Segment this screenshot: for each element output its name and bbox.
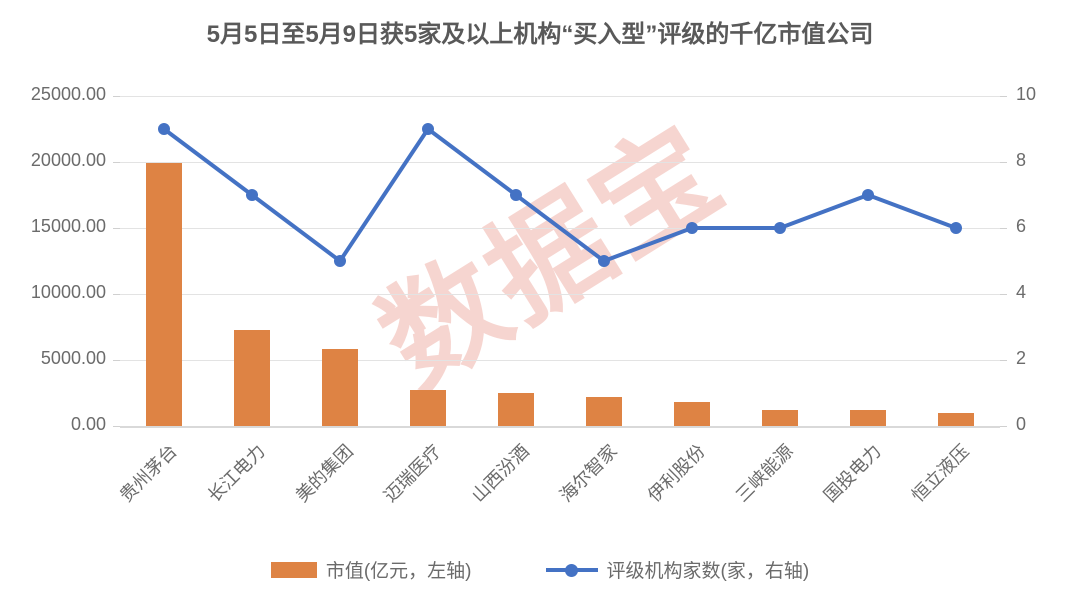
bar-三峡能源[interactable] xyxy=(762,409,798,426)
legend-label-market-cap: 市值(亿元，左轴) xyxy=(325,561,472,582)
gridline xyxy=(120,162,1000,163)
bar-山西汾酒[interactable] xyxy=(498,393,534,426)
line-marker-长江电力[interactable] xyxy=(246,189,258,201)
rating-count-line-series xyxy=(158,123,962,267)
y-axis-left-tick-label: 10000.00 xyxy=(30,282,106,302)
bar-伊利股份[interactable] xyxy=(674,401,710,426)
gridline xyxy=(120,96,1000,97)
y-axis-left-tick-label: 25000.00 xyxy=(30,84,106,104)
line-marker-恒立液压[interactable] xyxy=(950,222,962,234)
y-axis-right-tick-label: 2 xyxy=(1016,348,1027,368)
tick-mark-left xyxy=(113,360,120,361)
bar-长江电力[interactable] xyxy=(234,329,270,426)
tick-mark-left xyxy=(113,228,120,229)
bar-国投电力[interactable] xyxy=(850,409,886,426)
tick-mark-right xyxy=(1000,426,1007,427)
bar-swatch-icon xyxy=(270,561,317,578)
line-marker-伊利股份[interactable] xyxy=(686,222,698,234)
legend-item-rating-count[interactable]: 评级机构家数(家，右轴) xyxy=(545,556,810,583)
y-axis-right-tick-label: 4 xyxy=(1016,282,1027,302)
tick-mark-right xyxy=(1000,294,1007,295)
tick-mark-right xyxy=(1000,360,1007,361)
bar-贵州茅台[interactable] xyxy=(146,163,182,426)
y-axis-left-tick-label: 5000.00 xyxy=(40,348,106,368)
tick-mark-right xyxy=(1000,96,1007,97)
chart-title: 5月5日至5月9日获5家及以上机构“买入型”评级的千亿市值公司 xyxy=(206,21,874,48)
bar-美的集团[interactable] xyxy=(322,349,358,426)
line-marker-国投电力[interactable] xyxy=(862,189,874,201)
y-axis-right-tick-label: 8 xyxy=(1016,150,1027,170)
gridline xyxy=(120,360,1000,361)
axis-zero-line xyxy=(120,426,1000,428)
chart-legend: 市值(亿元，左轴) 评级机构家数(家，右轴) xyxy=(0,556,1080,583)
line-swatch-icon xyxy=(545,562,598,578)
y-axis-left-tick-label: 15000.00 xyxy=(30,216,106,236)
line-marker-贵州茅台[interactable] xyxy=(158,123,170,135)
y-axis-left-tick-label: 0.00 xyxy=(70,414,106,434)
tick-mark-left xyxy=(113,426,120,427)
tick-mark-left xyxy=(113,96,120,97)
tick-mark-right xyxy=(1000,162,1007,163)
legend-label-rating-count: 评级机构家数(家，右轴) xyxy=(606,561,810,582)
line-marker-美的集团[interactable] xyxy=(334,255,346,267)
tick-mark-right xyxy=(1000,228,1007,229)
y-axis-right-tick-label: 6 xyxy=(1016,216,1027,236)
line-marker-山西汾酒[interactable] xyxy=(510,189,522,201)
tick-mark-left xyxy=(113,294,120,295)
plot-area: 0.00 0 5000.00 2 10000.00 4 15000.00 6 20000.00 8… xyxy=(31,84,1036,434)
bar-迈瑞医疗[interactable] xyxy=(410,389,446,426)
bar-海尔智家[interactable] xyxy=(586,396,622,426)
gridline xyxy=(120,294,1000,295)
tick-mark-left xyxy=(113,162,120,163)
y-axis-right-tick-label: 10 xyxy=(1016,84,1037,104)
line-marker-海尔智家[interactable] xyxy=(598,255,610,267)
legend-item-market-cap[interactable]: 市值(亿元，左轴) xyxy=(270,556,472,583)
y-axis-right-tick-label: 0 xyxy=(1016,414,1027,434)
line-marker-三峡能源[interactable] xyxy=(774,222,786,234)
y-axis-left-tick-label: 20000.00 xyxy=(30,150,106,170)
bar-恒立液压[interactable] xyxy=(938,413,974,426)
line-path xyxy=(162,127,958,263)
line-marker-迈瑞医疗[interactable] xyxy=(422,123,434,135)
